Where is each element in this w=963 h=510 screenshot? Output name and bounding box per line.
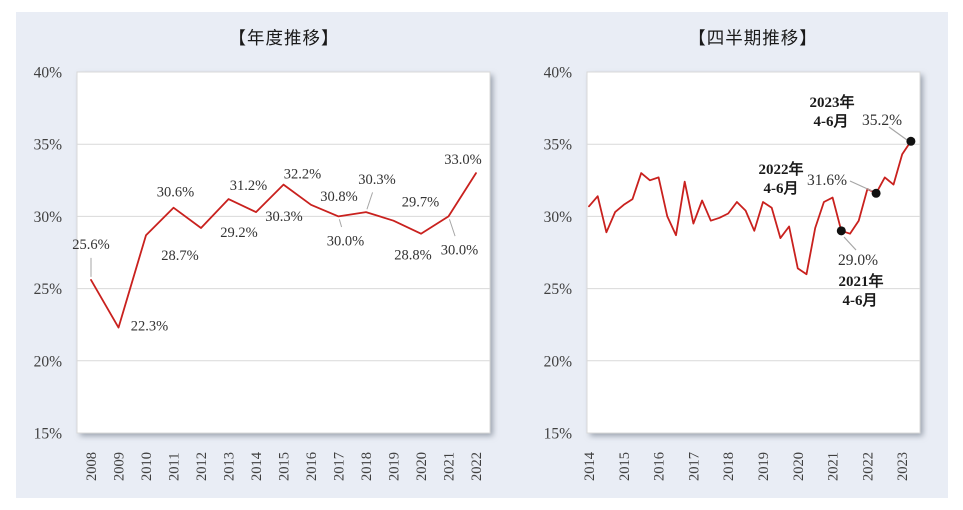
data-point-label: 28.8% bbox=[394, 248, 431, 264]
y-axis-tick-label: 20% bbox=[544, 353, 573, 370]
annual-chart: 40% 35% 30% 25% 20% 15% 2008 2009 2010 2011 2012 20… bbox=[34, 65, 491, 481]
annotation-period-label: 4-6月 bbox=[843, 292, 878, 309]
y-axis-tick-label: 40% bbox=[34, 65, 63, 82]
x-axis-tick-label: 2014 bbox=[249, 451, 265, 481]
y-axis-tick-label: 40% bbox=[544, 65, 573, 82]
y-axis-tick-label: 25% bbox=[544, 281, 573, 298]
annotation-leader bbox=[843, 236, 857, 251]
data-point-label: 32.2% bbox=[284, 167, 321, 183]
annotation-value-label: 29.0% bbox=[838, 252, 878, 269]
data-point-label: 28.7% bbox=[161, 248, 198, 264]
plot-border bbox=[76, 71, 491, 434]
y-axis-tick-label: 20% bbox=[34, 353, 63, 370]
annotation-value-label: 35.2% bbox=[862, 112, 902, 129]
data-point-label: 30.6% bbox=[157, 185, 194, 201]
data-point-label: 29.7% bbox=[402, 195, 439, 211]
data-point-label: 30.3% bbox=[358, 172, 395, 188]
x-axis-tick-label: 2015 bbox=[617, 452, 633, 481]
trend-line bbox=[90, 172, 477, 329]
data-point-marker bbox=[871, 188, 881, 198]
x-axis-tick-label: 2021 bbox=[826, 452, 842, 481]
plot-border bbox=[586, 71, 921, 434]
y-axis-tick-label: 30% bbox=[34, 209, 63, 226]
annotation-year-label: 2021年 bbox=[838, 272, 883, 290]
annotation-year-label: 2023年 bbox=[809, 93, 854, 111]
annotation-leader bbox=[888, 126, 908, 141]
quarterly-chart: 40% 35% 30% 25% 20% 15% 2014 2015 2016 2017 2018 20… bbox=[544, 65, 921, 481]
x-axis-tick-label: 2019 bbox=[387, 452, 403, 481]
y-axis-tick-label: 35% bbox=[544, 137, 573, 154]
trend-line bbox=[588, 140, 912, 276]
y-axis-tick-label: 25% bbox=[34, 281, 63, 298]
x-axis-tick-label: 2016 bbox=[304, 452, 320, 481]
x-axis-tick-label: 2017 bbox=[686, 452, 702, 481]
annotation-value-label: 31.6% bbox=[807, 172, 847, 189]
x-axis-tick-label: 2023 bbox=[895, 452, 911, 481]
annotation-period-label: 4-6月 bbox=[764, 180, 799, 197]
x-axis-tick-label: 2011 bbox=[167, 453, 183, 481]
x-axis-tick-label: 2010 bbox=[139, 452, 155, 481]
x-axis-tick-label: 2022 bbox=[469, 452, 485, 481]
x-axis-tick-label: 2018 bbox=[721, 452, 737, 481]
data-point-marker bbox=[836, 226, 846, 236]
annotation-period-label: 4-6月 bbox=[814, 113, 849, 130]
data-point-label: 31.2% bbox=[230, 178, 267, 194]
annotation-leader bbox=[849, 180, 873, 192]
x-axis-tick-label: 2013 bbox=[222, 452, 238, 481]
x-axis-tick-label: 2020 bbox=[791, 452, 807, 481]
y-axis-tick-label: 15% bbox=[34, 426, 63, 443]
data-point-label: 29.2% bbox=[220, 225, 257, 241]
x-axis-tick-label: 2017 bbox=[332, 452, 348, 481]
data-point-label: 33.0% bbox=[444, 152, 481, 168]
data-point-label: 30.0% bbox=[327, 233, 364, 249]
y-axis-tick-label: 15% bbox=[544, 426, 573, 443]
x-axis-tick-label: 2016 bbox=[652, 452, 668, 481]
data-point-label: 25.6% bbox=[72, 237, 109, 253]
x-axis-tick-label: 2009 bbox=[112, 452, 128, 481]
annotation-year-label: 2022年 bbox=[758, 160, 803, 178]
y-axis-tick-label: 35% bbox=[34, 137, 63, 154]
plot-area bbox=[77, 72, 490, 433]
x-axis-tick-label: 2008 bbox=[84, 452, 100, 481]
x-axis-tick-label: 2022 bbox=[860, 452, 876, 481]
x-axis-tick-label: 2018 bbox=[359, 452, 375, 481]
plot-area bbox=[587, 72, 920, 433]
x-axis-tick-label: 2015 bbox=[277, 452, 293, 481]
x-axis-tick-label: 2014 bbox=[582, 451, 598, 481]
data-point-label: 30.3% bbox=[265, 209, 302, 225]
data-label-leader bbox=[448, 219, 456, 237]
x-axis-tick-label: 2021 bbox=[442, 452, 458, 481]
data-point-label: 30.8% bbox=[320, 189, 357, 205]
annual-chart-title: 【年度推移】 bbox=[228, 28, 340, 48]
x-axis-tick-label: 2012 bbox=[194, 452, 210, 481]
x-axis-tick-label: 2020 bbox=[414, 452, 430, 481]
data-label-leader bbox=[338, 219, 343, 228]
y-axis-tick-label: 30% bbox=[544, 209, 573, 226]
data-point-label: 22.3% bbox=[131, 319, 168, 335]
data-point-label: 30.0% bbox=[441, 242, 478, 258]
quarterly-chart-title: 【四半期推移】 bbox=[688, 28, 818, 48]
data-point-marker bbox=[906, 136, 916, 146]
data-label-leader bbox=[366, 192, 374, 210]
x-axis-tick-label: 2019 bbox=[756, 452, 772, 481]
